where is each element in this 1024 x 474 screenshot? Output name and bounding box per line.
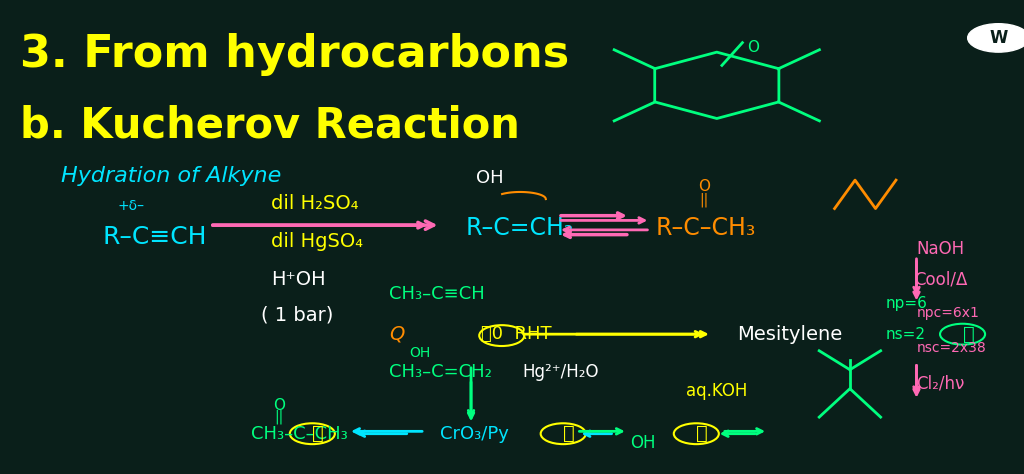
Text: CrO₃/Py: CrO₃/Py <box>440 425 509 443</box>
Text: ( 1 bar): ( 1 bar) <box>261 306 334 325</box>
Text: Ⓒ: Ⓒ <box>563 424 574 443</box>
Text: NaOH: NaOH <box>916 240 965 258</box>
Text: ||: || <box>699 193 709 207</box>
Text: O: O <box>698 179 711 194</box>
Text: Q: Q <box>389 325 404 344</box>
Text: Hydration of Alkyne: Hydration of Alkyne <box>61 166 282 186</box>
Text: CH₃–C≡CH: CH₃–C≡CH <box>389 285 485 303</box>
Text: ⓓ: ⓓ <box>696 424 708 443</box>
Text: +δ–: +δ– <box>118 199 144 213</box>
Text: O: O <box>273 398 286 413</box>
Text: Mesitylene: Mesitylene <box>737 325 843 344</box>
Text: ⑁0  RHT: ⑁0 RHT <box>481 325 552 343</box>
Text: dil HgSO₄: dil HgSO₄ <box>271 232 364 251</box>
Text: O: O <box>748 40 760 55</box>
Text: b. Kucherov Reaction: b. Kucherov Reaction <box>20 104 520 146</box>
Text: Hg²⁺/H₂O: Hg²⁺/H₂O <box>522 363 599 381</box>
Text: ns=2: ns=2 <box>886 327 926 342</box>
Text: 3. From hydrocarbons: 3. From hydrocarbons <box>20 33 569 76</box>
Text: R–C=CH₂: R–C=CH₂ <box>466 216 574 239</box>
Text: R–C≡CH: R–C≡CH <box>102 225 207 249</box>
Text: CH₃–C=CH₂: CH₃–C=CH₂ <box>389 363 492 381</box>
Text: aq.KOH: aq.KOH <box>686 382 748 400</box>
Text: Cool/Δ: Cool/Δ <box>914 271 968 289</box>
Text: W: W <box>989 29 1008 47</box>
Text: Cl₂/hν: Cl₂/hν <box>916 375 965 393</box>
Text: CH₃–C–CH₃: CH₃–C–CH₃ <box>251 425 347 443</box>
Text: ||: || <box>274 410 284 424</box>
Text: Ⓑ: Ⓑ <box>312 424 324 443</box>
Text: OH: OH <box>410 346 431 360</box>
Text: np=6: np=6 <box>886 296 928 311</box>
Text: npc=6x1: npc=6x1 <box>916 306 979 320</box>
Text: nsc=2x38: nsc=2x38 <box>916 341 986 356</box>
Text: ⓔ: ⓔ <box>963 325 974 344</box>
Circle shape <box>968 24 1024 52</box>
Text: H⁺OH: H⁺OH <box>271 270 326 289</box>
Text: OH: OH <box>476 169 504 187</box>
Text: dil H₂SO₄: dil H₂SO₄ <box>271 194 358 213</box>
Text: OH: OH <box>630 434 655 452</box>
Text: R–C–CH₃: R–C–CH₃ <box>655 216 756 239</box>
